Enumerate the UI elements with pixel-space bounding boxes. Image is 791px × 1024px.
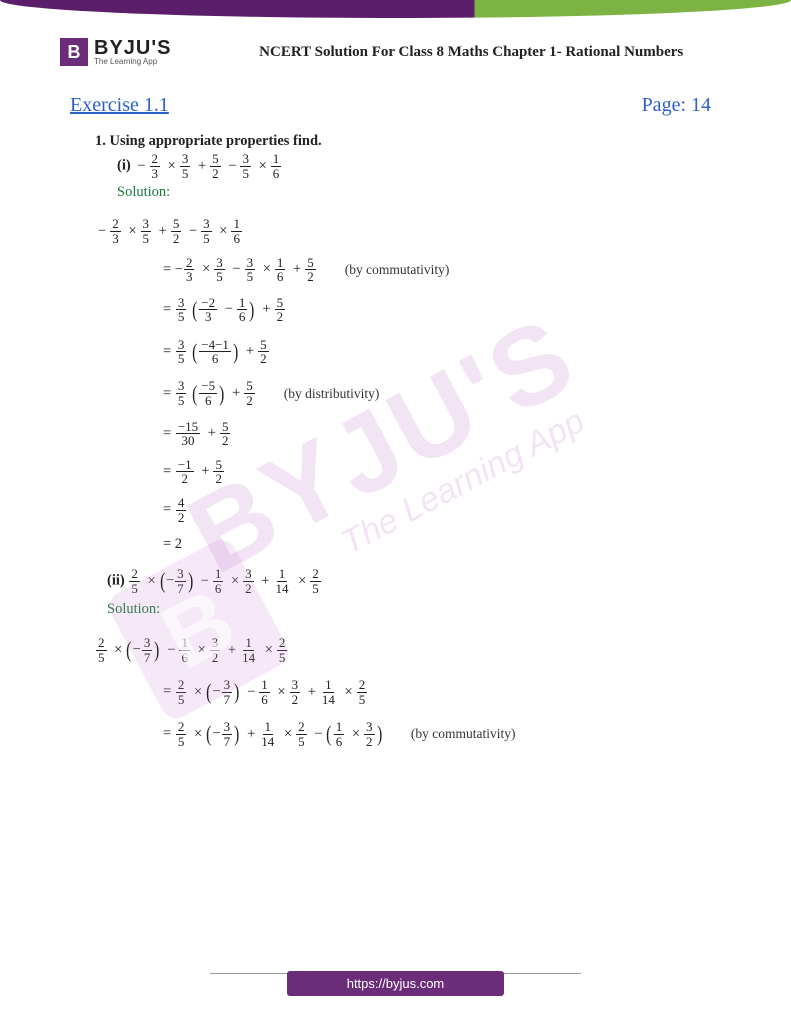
step-i-5: = −1530 +52 xyxy=(163,420,721,448)
step-i-2: = 35 (−23 −16) +52 xyxy=(163,294,721,326)
math-expr: = −12 +52 xyxy=(163,458,225,486)
math-expr: 25 ×(−37) −16 ×32 +114 ×25 xyxy=(95,634,288,666)
note-commutativity-ii: (by commutativity) xyxy=(411,724,516,744)
step-i-1: = −23 ×35 −35 ×16 +52 (by commutativity) xyxy=(163,256,721,284)
math-expr: (ii) 25 ×(−37) −16 ×32 +114 ×25 xyxy=(107,565,322,597)
math-expr: = 35 (−4−16) +52 xyxy=(163,336,270,368)
note-commutativity: (by commutativity) xyxy=(345,260,450,280)
step-i-4: = 35 (−56) +52 (by distributivity) xyxy=(163,378,721,410)
header: B BYJU'S The Learning App NCERT Solution… xyxy=(0,18,791,76)
logo: B BYJU'S The Learning App xyxy=(60,38,171,66)
math-expr: −23 ×35 +52 −35 ×16 xyxy=(95,217,243,245)
math-expr: = 35 (−23 −16) +52 xyxy=(163,294,286,326)
content: 1. Using appropriate properties find. (i… xyxy=(0,123,791,750)
math-expr: = −1530 +52 xyxy=(163,420,231,448)
logo-tagline: The Learning App xyxy=(94,58,171,66)
logo-name: BYJU'S xyxy=(94,38,171,58)
step-i-3: = 35 (−4−16) +52 xyxy=(163,336,721,368)
top-decor-band xyxy=(0,0,791,18)
solution-label-ii: Solution: xyxy=(107,599,721,620)
page-number: Page: 14 xyxy=(642,94,711,117)
logo-square-icon: B xyxy=(60,38,88,66)
page-title: NCERT Solution For Class 8 Maths Chapter… xyxy=(201,44,741,61)
footer-url: https://byjus.com xyxy=(287,971,505,996)
part-ii-label: (ii) xyxy=(107,573,125,589)
part-i-label: (i) xyxy=(117,157,131,173)
step-i-6: = −12 +52 xyxy=(163,458,721,486)
step-ii-2: = 25 ×(−37) +114 ×25 −(16 ×32) (by commu… xyxy=(163,718,721,750)
step-ii-1: = 25 ×(−37) −16 ×32 +114 ×25 xyxy=(163,676,721,708)
exercise-label: Exercise 1.1 xyxy=(70,94,169,117)
math-expr: (i) −23 ×35 +52 −35 ×16 xyxy=(117,152,282,180)
step-i-8: = 2 xyxy=(163,534,721,555)
solution-label-i: Solution: xyxy=(117,182,721,203)
logo-text: BYJU'S The Learning App xyxy=(94,38,171,66)
math-expr: = 42 xyxy=(163,496,187,524)
q1-number: 1. xyxy=(95,133,106,149)
q1-stem: Using appropriate properties find. xyxy=(110,133,322,149)
math-expr: = 25 ×(−37) +114 ×25 −(16 ×32) xyxy=(163,718,383,750)
math-expr: = 2 xyxy=(163,534,182,555)
step-ii-0: 25 ×(−37) −16 ×32 +114 ×25 xyxy=(95,634,721,666)
math-expr: = 25 ×(−37) −16 ×32 +114 ×25 xyxy=(163,676,368,708)
footer: https://byjus.com xyxy=(0,971,791,996)
q1-part-i: (i) −23 ×35 +52 −35 ×16 xyxy=(117,152,721,180)
q1-stem-row: 1. Using appropriate properties find. xyxy=(95,131,721,152)
note-distributivity: (by distributivity) xyxy=(284,384,380,404)
math-expr: = 35 (−56) +52 xyxy=(163,378,256,410)
q1-part-ii: (ii) 25 ×(−37) −16 ×32 +114 ×25 xyxy=(107,565,721,597)
math-expr: = −23 ×35 −35 ×16 +52 xyxy=(163,256,317,284)
step-i-0: −23 ×35 +52 −35 ×16 xyxy=(95,217,721,245)
step-i-7: = 42 xyxy=(163,496,721,524)
subheader: Exercise 1.1 Page: 14 xyxy=(0,76,791,123)
